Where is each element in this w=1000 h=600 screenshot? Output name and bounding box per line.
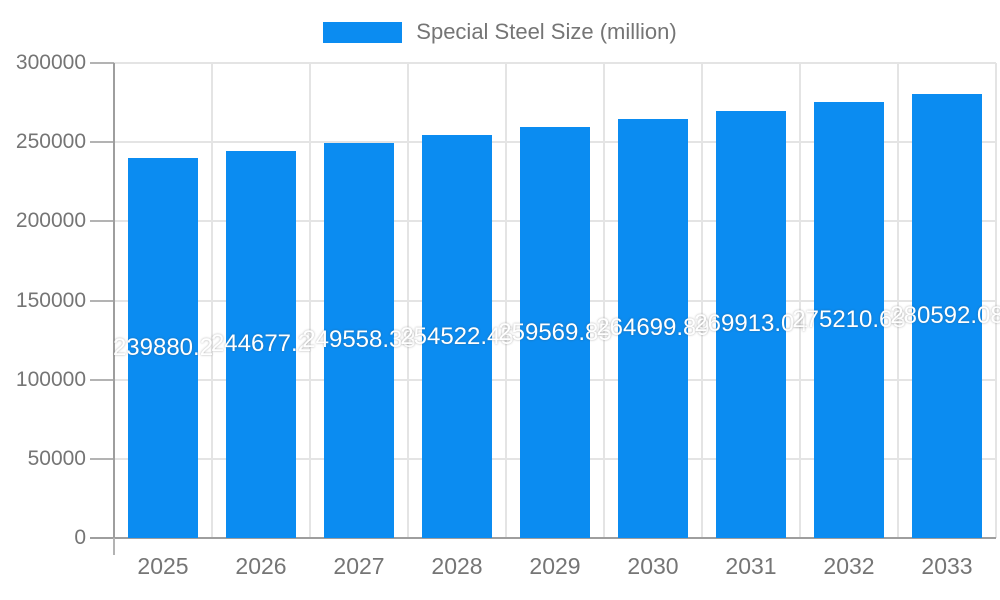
legend-swatch[interactable] [323,21,403,43]
bar-value-label: 239880.2 [112,334,214,362]
bar-value-label: 280592.08 [890,301,1000,329]
bar[interactable] [324,142,394,538]
y-axis-label: 250000 [15,130,86,154]
bar[interactable] [814,102,884,538]
x-axis-label: 2031 [725,553,777,579]
y-axis-label: 100000 [15,367,86,391]
bar[interactable] [128,158,198,538]
bar-value-label: 259569.85 [498,318,612,346]
bar-value-label: 254522.45 [400,322,514,350]
bar[interactable] [422,135,492,538]
grid-line-vertical [897,63,899,538]
bar[interactable] [618,118,688,538]
bar[interactable] [912,93,982,538]
grid-line-vertical [407,63,409,538]
y-axis-label: 50000 [27,446,86,470]
grid-line-vertical [603,63,605,538]
grid-line-vertical [211,63,213,538]
x-axis-label: 2033 [921,553,973,579]
legend: Special Steel Size (million) [0,19,1000,45]
y-axis-tick [90,62,114,64]
x-axis-label: 2027 [333,553,385,579]
legend-label[interactable]: Special Steel Size (million) [416,19,677,44]
bar[interactable] [226,150,296,538]
grid-line-vertical [505,63,507,538]
x-axis-label: 2030 [627,553,679,579]
y-axis-label: 300000 [15,51,86,74]
bar-value-label: 264699.89 [596,314,710,342]
grid-line-vertical [995,63,997,538]
y-axis-tick [90,220,114,223]
x-axis-label: 2029 [529,553,581,579]
y-axis-tick [90,378,114,381]
bar-value-label: 275210.68 [792,306,906,334]
y-axis-label: 200000 [15,209,86,233]
grid-line-vertical [309,63,311,538]
y-axis-line [113,63,115,538]
y-axis-tick [90,457,114,460]
x-axis-line [90,537,996,539]
bar-value-label: 269913.04 [694,310,808,338]
x-axis-label: 2028 [431,553,483,579]
bar[interactable] [520,127,590,538]
grid-line-vertical [799,63,801,538]
x-axis-label: 2025 [137,553,189,579]
bar-value-label: 249558.38 [302,326,416,354]
bar[interactable] [716,110,786,538]
y-axis-tick [90,299,114,302]
x-axis-label: 2026 [235,553,287,579]
y-axis-label: 0 [74,526,86,549]
y-axis-label: 150000 [15,288,86,312]
grid-line-horizontal [114,62,996,64]
grid-line-vertical [701,63,703,538]
x-axis-origin-tick [113,538,115,555]
y-axis-tick [90,141,114,144]
x-axis-label: 2032 [823,553,875,579]
bar-value-label: 244677.2 [210,330,312,358]
